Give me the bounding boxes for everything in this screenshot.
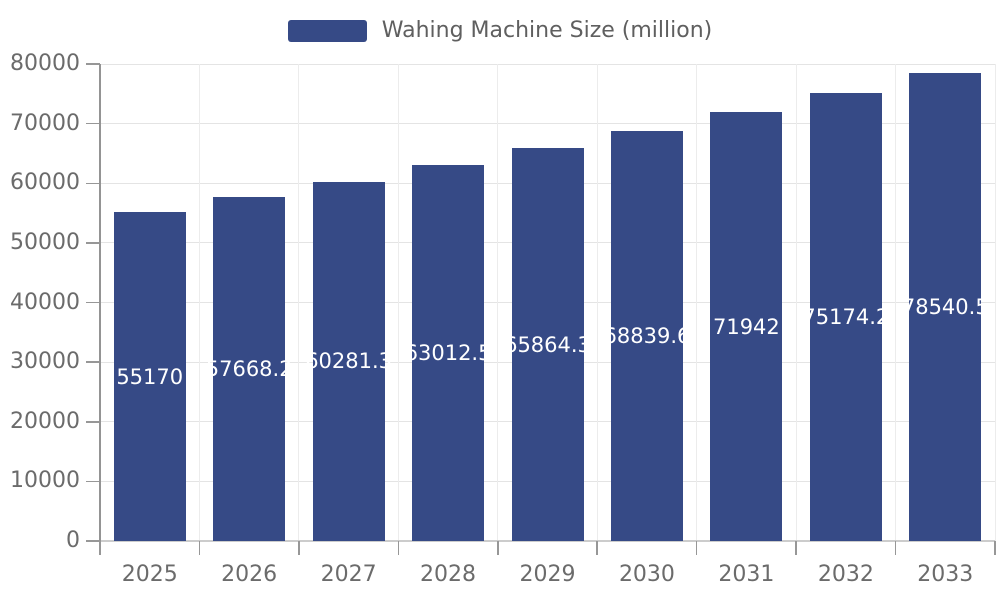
x-axis-tick (497, 541, 499, 555)
gridline-x (994, 64, 996, 541)
gridline-y (100, 123, 995, 125)
bar-2033[interactable]: 78540.5 (902, 72, 989, 541)
x-axis-tick (596, 541, 598, 555)
bar-2025[interactable]: 55170 (113, 212, 186, 541)
y-tick-label: 20000 (10, 408, 80, 434)
y-tick-label: 60000 (10, 170, 80, 196)
x-axis-tick (994, 541, 996, 555)
y-axis-tick (86, 480, 100, 483)
x-axis-line (100, 540, 995, 542)
bar-value-label: 60281.3 (305, 349, 393, 374)
y-axis-tick (86, 421, 100, 423)
gridline-y (100, 63, 995, 65)
x-tick-label: 2025 (121, 562, 178, 587)
y-tick-label: 30000 (10, 349, 80, 375)
y-axis-line (99, 64, 101, 541)
bar-2026[interactable]: 57668.2 (206, 197, 293, 541)
x-axis-tick (695, 541, 698, 555)
gridline-x (198, 64, 200, 541)
bar-value-label: 78540.5 (901, 294, 989, 319)
bar-2032[interactable]: 75174.2 (802, 92, 889, 541)
x-tick-label: 2029 (519, 562, 576, 587)
bar-2027[interactable]: 60281.3 (305, 181, 392, 541)
bar-value-label: 68839.6 (603, 323, 691, 348)
gridline-x (696, 64, 698, 541)
bar-value-label: 75174.2 (802, 304, 890, 329)
x-tick-label: 2028 (420, 562, 477, 587)
gridline-x (895, 64, 897, 541)
bar-value-label: 57668.2 (205, 357, 293, 382)
legend-label: Wahing Machine Size (million) (381, 18, 713, 43)
x-tick-label: 2032 (817, 562, 874, 587)
bar-value-label: 63012.5 (404, 341, 492, 366)
y-axis-tick (86, 242, 100, 244)
y-axis-tick (86, 540, 100, 542)
x-axis-tick (894, 541, 897, 555)
y-tick-label: 80000 (10, 51, 80, 76)
bar-2031[interactable]: 71942 (710, 112, 783, 541)
legend: Wahing Machine Size (million) (0, 18, 1000, 44)
y-axis-tick (86, 301, 100, 304)
gridline-x (596, 64, 598, 541)
x-axis-tick (795, 541, 797, 555)
y-axis-tick (86, 361, 100, 363)
x-tick-label: 2026 (221, 562, 278, 587)
x-tick-label: 2030 (618, 562, 675, 587)
bar-2028[interactable]: 63012.5 (405, 165, 491, 541)
x-axis-tick (397, 541, 400, 555)
x-tick-label: 2031 (718, 562, 775, 587)
gridline-x (298, 64, 300, 541)
y-axis-tick (86, 122, 100, 125)
gridline-x (497, 64, 499, 541)
x-tick-label: 2027 (320, 562, 377, 587)
y-axis-tick (86, 182, 100, 184)
y-tick-label: 70000 (10, 110, 80, 136)
y-tick-label: 0 (66, 528, 80, 553)
legend-swatch (287, 20, 367, 42)
x-axis-tick (99, 541, 101, 555)
y-tick-label: 50000 (10, 229, 80, 255)
bar-2029[interactable]: 65864.3 (504, 148, 591, 541)
bar-value-label: 55170 (116, 364, 184, 389)
x-axis-tick (298, 541, 300, 555)
x-axis-tick (198, 541, 201, 555)
gridline-x (795, 64, 797, 541)
x-tick-label: 2033 (917, 562, 974, 587)
bar-value-label: 71942 (712, 314, 780, 339)
y-tick-label: 40000 (10, 289, 80, 315)
bar-2030[interactable]: 68839.6 (604, 130, 690, 541)
bar-value-label: 65864.3 (504, 332, 591, 357)
y-tick-label: 10000 (10, 468, 80, 494)
legend-item[interactable]: Wahing Machine Size (million) (287, 18, 713, 44)
y-axis-tick (86, 63, 100, 65)
gridline-x (397, 64, 399, 541)
